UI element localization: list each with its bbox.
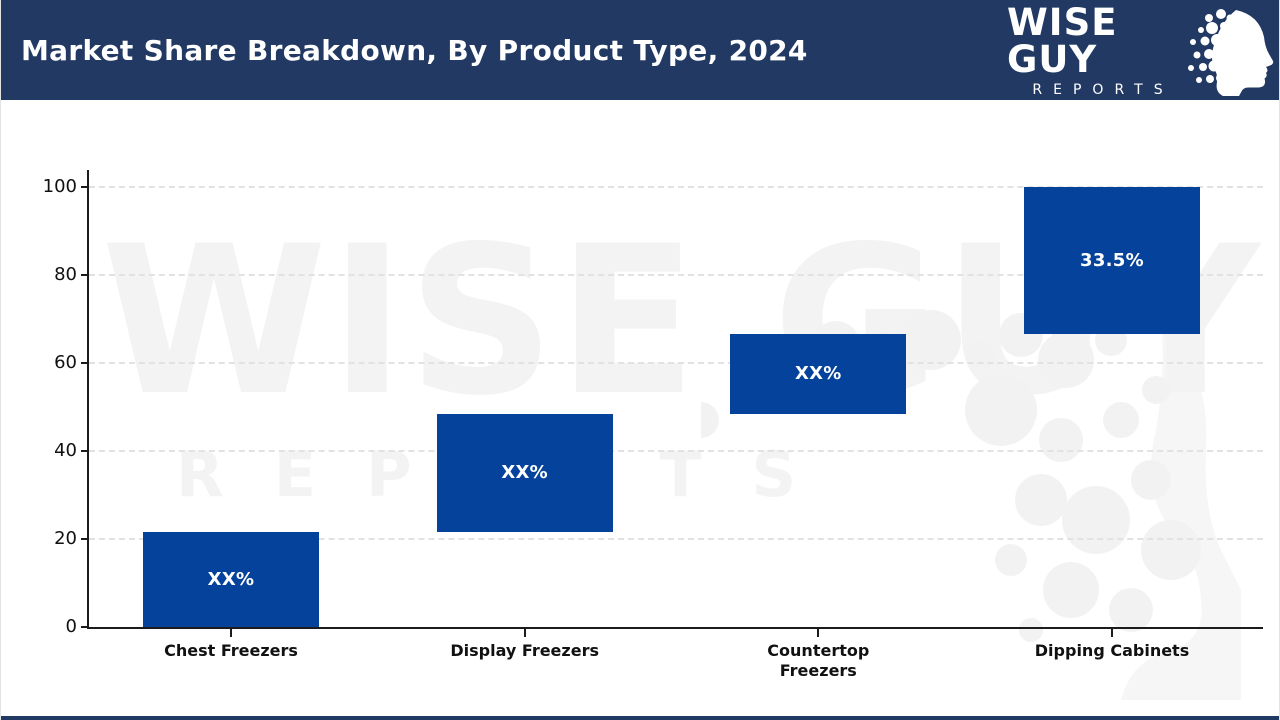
waterfall-bar: XX% (730, 334, 907, 414)
logo-subtitle: REPORTS (1032, 82, 1174, 98)
bar-value-label: XX% (794, 363, 842, 385)
category-label: Dipping Cabinets (1034, 641, 1190, 660)
y-gridline (89, 186, 1263, 188)
waterfall-bar: XX% (436, 413, 613, 533)
category-label: Display Freezers (450, 641, 599, 660)
header: Market Share Breakdown, By Product Type,… (1, 0, 1279, 100)
y-tick-label: 100 (42, 176, 77, 197)
category-label: Countertop Freezers (767, 641, 870, 680)
category-label: Chest Freezers (164, 641, 298, 660)
x-tick-mark (523, 629, 526, 637)
waterfall-bar: XX% (143, 532, 319, 627)
y-tick-label: 40 (54, 440, 77, 461)
y-tick-mark (81, 450, 89, 452)
chart-title: Market Share Breakdown, By Product Type,… (21, 33, 808, 67)
logo-wordmark: WISE GUY (1007, 1, 1118, 81)
y-tick-mark (81, 362, 89, 364)
logo-text: WISE GUY REPORTS (1007, 4, 1193, 98)
y-tick-label: 80 (54, 264, 77, 285)
y-tick-mark (81, 538, 89, 540)
y-tick-label: 60 (54, 352, 77, 373)
logo-head-icon (1188, 9, 1274, 96)
x-tick-mark (230, 629, 232, 637)
y-tick-mark (81, 626, 89, 628)
waterfall-bar: 33.5% (1024, 187, 1200, 335)
x-axis-line (87, 627, 1263, 629)
y-tick-label: 20 (54, 528, 77, 549)
y-tick-label: 0 (65, 616, 77, 637)
y-gridline (89, 362, 1263, 364)
y-gridline (89, 450, 1263, 452)
y-gridline (89, 274, 1263, 276)
wise-guy-logo: WISE GUY REPORTS (1007, 4, 1275, 98)
x-tick-mark (817, 629, 820, 637)
bar-value-label: 33.5% (1080, 250, 1144, 272)
x-tick-mark (1111, 629, 1113, 637)
y-tick-mark (81, 186, 89, 188)
y-gridline (89, 538, 1263, 540)
y-tick-mark (81, 274, 89, 276)
footer-strip (1, 716, 1279, 720)
y-axis-line (87, 170, 89, 629)
bar-value-label: XX% (207, 569, 255, 591)
bar-value-label: XX% (501, 462, 549, 484)
